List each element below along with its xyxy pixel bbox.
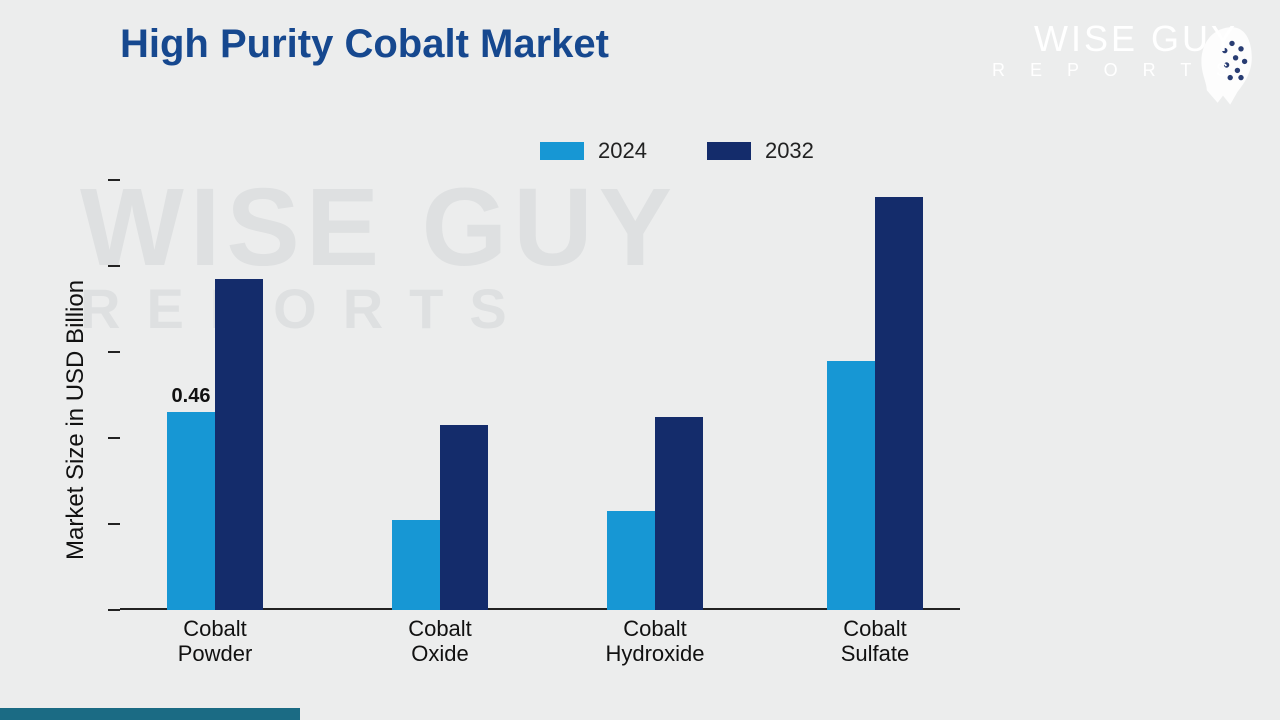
- brand-line2: R E P O R T S: [992, 60, 1238, 81]
- bar: [215, 279, 263, 610]
- chart-title: High Purity Cobalt Market: [120, 22, 609, 67]
- bar: [440, 425, 488, 610]
- y-tick: [108, 351, 120, 353]
- bar: 0.46: [167, 412, 215, 610]
- brand-line1: WISE GUY: [992, 18, 1238, 60]
- x-axis-label: CobaltOxide: [350, 610, 530, 667]
- y-tick: [108, 609, 120, 611]
- legend: 2024 2032: [540, 138, 814, 164]
- bar: [607, 511, 655, 610]
- legend-swatch-1: [707, 142, 751, 160]
- bar-group: 0.46CobaltPowder: [140, 279, 290, 610]
- plot-area: 0.46CobaltPowder CobaltOxide CobaltHydroxi…: [120, 180, 960, 610]
- legend-label-0: 2024: [598, 138, 647, 164]
- bottom-strip: [0, 708, 300, 720]
- legend-item-1: 2032: [707, 138, 814, 164]
- bar: [827, 361, 875, 610]
- bar-group: CobaltOxide: [365, 425, 515, 610]
- bar-group: CobaltHydroxide: [580, 417, 730, 611]
- bar: [655, 417, 703, 611]
- chart-canvas: WISE GUY REPORTS WISE GUY R E P O R T S …: [0, 0, 1280, 720]
- legend-label-1: 2032: [765, 138, 814, 164]
- y-tick: [108, 523, 120, 525]
- bar: [875, 197, 923, 610]
- y-axis-label: Market Size in USD Billion: [62, 280, 90, 560]
- y-tick: [108, 179, 120, 181]
- x-axis-label: CobaltSulfate: [785, 610, 965, 667]
- legend-item-0: 2024: [540, 138, 647, 164]
- brand-logo: WISE GUY R E P O R T S: [992, 18, 1238, 81]
- y-tick: [108, 437, 120, 439]
- x-axis-label: CobaltHydroxide: [565, 610, 745, 667]
- y-tick: [108, 265, 120, 267]
- bar: [392, 520, 440, 610]
- bar-value-label: 0.46: [172, 385, 211, 408]
- legend-swatch-0: [540, 142, 584, 160]
- bar-group: CobaltSulfate: [800, 197, 950, 610]
- x-axis-label: CobaltPowder: [125, 610, 305, 667]
